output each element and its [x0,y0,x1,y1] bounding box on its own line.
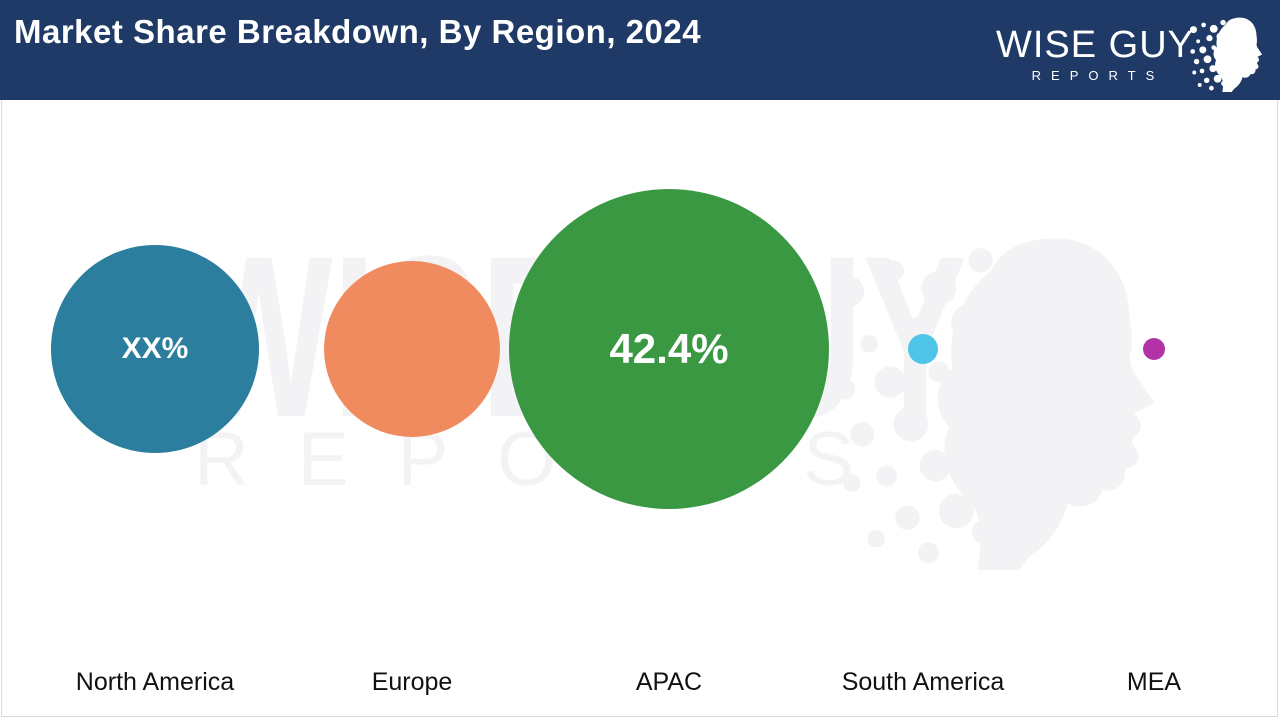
bubble-mea [1143,338,1165,360]
bubble-north-america: XX% [51,245,259,453]
head-profile-dots-icon [1189,17,1263,92]
bubble-south-america [908,334,938,364]
bubble-apac: 42.4% [509,189,829,509]
category-label-europe: Europe [371,668,453,696]
brand-subtitle: REPORTS [1031,68,1165,83]
brand-logo: WISE GUY REPORTS [996,0,1280,92]
page-title: Market Share Breakdown, By Region, 2024 [14,13,702,50]
category-label-mea: MEA [1126,668,1182,696]
bubble-europe [324,261,500,437]
bubble-value-label: 42.4% [609,325,729,372]
brand-wordmark: WISE GUY REPORTS [996,26,1194,83]
brand-name: WISE GUY [995,24,1194,66]
category-label-south-america: South America [841,668,1005,696]
bubble-value-label: XX% [121,332,189,365]
bubble-chart: WISE GUY REPORTS XX%42.4% North AmericaE… [1,100,1278,717]
header: Market Share Breakdown, By Region, 2024 … [0,0,1280,100]
category-label-north-america: North America [75,668,235,696]
watermark-head-icon [832,238,1155,570]
category-label-apac: APAC [635,668,703,696]
